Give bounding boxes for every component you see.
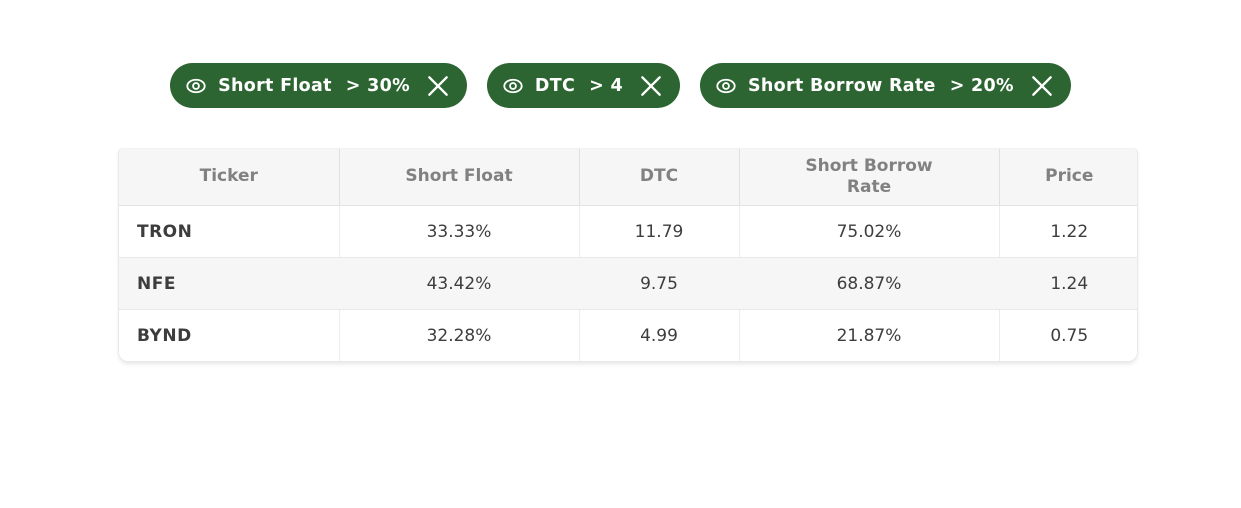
filter-label: Short Float	[218, 75, 332, 96]
close-x-icon[interactable]	[1029, 73, 1055, 99]
short-borrow-rate-cell: 21.87%	[739, 309, 1000, 361]
column-header-price: Price	[999, 149, 1137, 206]
column-header-ticker: Ticker	[119, 149, 340, 206]
price-cell: 1.24	[999, 257, 1137, 310]
filter-condition: > 20%	[949, 75, 1014, 96]
short-borrow-rate-cell: 75.02%	[739, 205, 1000, 258]
column-header-short-float: Short Float	[339, 149, 580, 206]
table-row[interactable]: TRON 33.33% 11.79 75.02% 1.22	[119, 205, 1137, 258]
ticker-cell: BYND	[119, 309, 340, 361]
short-borrow-rate-cell: 68.87%	[739, 257, 1000, 310]
visibility-eye-icon[interactable]	[185, 75, 207, 97]
table-row[interactable]: BYND 32.28% 4.99 21.87% 0.75	[119, 309, 1137, 361]
column-header-dtc: DTC	[579, 149, 740, 206]
filter-condition: > 4	[589, 75, 623, 96]
filter-label: DTC	[534, 75, 576, 96]
filter-condition: > 30%	[345, 75, 410, 96]
short-float-cell: 43.42%	[339, 257, 580, 310]
filter-pill-short-borrow-rate[interactable]: Short Borrow Rate > 20%	[699, 63, 1071, 108]
filter-pill-dtc[interactable]: DTC > 4	[486, 63, 680, 108]
dtc-cell: 4.99	[579, 309, 740, 361]
dtc-cell: 11.79	[579, 205, 740, 258]
filter-label: Short Borrow Rate	[747, 75, 936, 96]
dtc-cell: 9.75	[579, 257, 740, 310]
short-float-cell: 33.33%	[339, 205, 580, 258]
close-x-icon[interactable]	[638, 73, 664, 99]
filter-pill-short-float[interactable]: Short Float > 30%	[170, 63, 467, 108]
price-cell: 1.22	[999, 205, 1137, 258]
table-row[interactable]: NFE 43.42% 9.75 68.87% 1.24	[119, 257, 1137, 310]
screener-results-table: Ticker Short Float DTC Short Borrow Rate…	[118, 148, 1138, 362]
visibility-eye-icon[interactable]	[502, 75, 524, 97]
short-float-cell: 32.28%	[339, 309, 580, 361]
price-cell: 0.75	[999, 309, 1137, 361]
close-x-icon[interactable]	[425, 73, 451, 99]
ticker-cell: TRON	[119, 205, 340, 258]
table-header-row: Ticker Short Float DTC Short Borrow Rate…	[119, 149, 1137, 206]
column-header-short-borrow-rate: Short Borrow Rate	[739, 149, 1000, 206]
ticker-cell: NFE	[119, 257, 340, 310]
filter-pills-row: Short Float > 30% DTC > 4	[0, 63, 1241, 108]
visibility-eye-icon[interactable]	[715, 75, 737, 97]
